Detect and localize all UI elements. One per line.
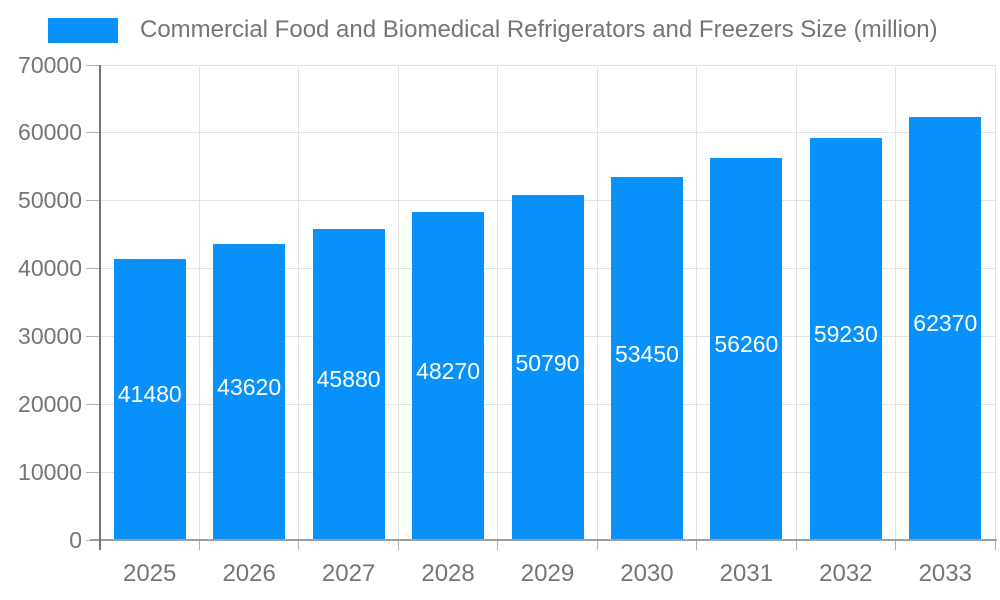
x-axis-tick (298, 540, 300, 550)
x-axis-label: 2025 (123, 560, 177, 587)
x-gridline (895, 65, 897, 540)
legend-title: Commercial Food and Biomedical Refrigera… (140, 16, 938, 43)
x-axis-tick (696, 540, 698, 550)
bar-value-label: 48270 (416, 358, 481, 385)
x-axis-tick (497, 540, 499, 550)
y-axis-tick (86, 64, 100, 66)
bar-value-label: 56260 (714, 331, 779, 358)
bar (312, 228, 385, 540)
bar (511, 195, 584, 540)
y-axis-tick (86, 132, 100, 134)
bar-value-label: 62370 (913, 310, 978, 337)
x-axis-tick (596, 540, 598, 550)
x-axis-tick (795, 540, 797, 550)
x-gridline (596, 65, 598, 540)
x-axis-tick (895, 540, 897, 550)
y-axis-line (99, 65, 101, 550)
chart-legend: Commercial Food and Biomedical Refrigera… (48, 16, 938, 44)
legend-swatch (48, 17, 118, 43)
x-axis-label: 2033 (918, 560, 972, 587)
x-gridline (397, 65, 399, 540)
x-gridline (198, 65, 200, 540)
x-axis-label: 2031 (719, 560, 774, 587)
bar (909, 116, 982, 540)
bar (213, 244, 286, 540)
y-gridline (100, 64, 995, 66)
y-axis-tick (86, 268, 100, 270)
x-gridline (298, 65, 300, 540)
x-axis-label: 2027 (321, 560, 376, 587)
bar-value-label: 50790 (515, 349, 580, 376)
bar-value-label: 41480 (117, 381, 182, 408)
bar (610, 177, 683, 540)
x-axis-label: 2032 (819, 560, 873, 587)
y-axis-label: 60000 (18, 119, 82, 146)
x-axis-label: 2030 (620, 560, 674, 587)
x-gridline (795, 65, 797, 540)
bar (412, 212, 485, 540)
bar-value-label: 43620 (217, 374, 282, 400)
x-axis-tick (198, 540, 200, 550)
bar (710, 158, 783, 540)
y-axis-tick (86, 335, 100, 337)
x-gridline (994, 65, 996, 540)
y-axis-label: 40000 (18, 255, 82, 282)
y-axis-label: 30000 (18, 322, 82, 349)
bar-value-label: 59230 (813, 321, 878, 348)
x-axis-tick (994, 540, 996, 550)
x-axis-line (90, 539, 997, 541)
x-axis-label: 2029 (520, 560, 575, 587)
y-axis-label: 10000 (18, 458, 82, 485)
x-axis-label: 2028 (421, 560, 475, 587)
y-axis-tick (86, 471, 100, 473)
x-axis-label: 2026 (222, 560, 276, 587)
y-axis-tick (86, 200, 100, 202)
bar-value-label: 53450 (614, 340, 679, 367)
x-axis-tick (397, 540, 399, 550)
y-axis-label: 50000 (18, 187, 82, 214)
bar (809, 138, 882, 540)
bar-value-label: 45880 (316, 366, 381, 393)
y-axis-label: 20000 (18, 390, 82, 417)
x-gridline (696, 65, 698, 540)
y-gridline (100, 132, 995, 134)
y-axis-label: 70000 (18, 51, 82, 78)
bar (113, 258, 186, 540)
y-axis-label: 0 (69, 526, 82, 553)
x-gridline (497, 65, 499, 540)
y-axis-tick (86, 403, 100, 405)
plot-area: 41480 43620 45880 48270 50790 53450 56260 59230… (100, 64, 996, 540)
